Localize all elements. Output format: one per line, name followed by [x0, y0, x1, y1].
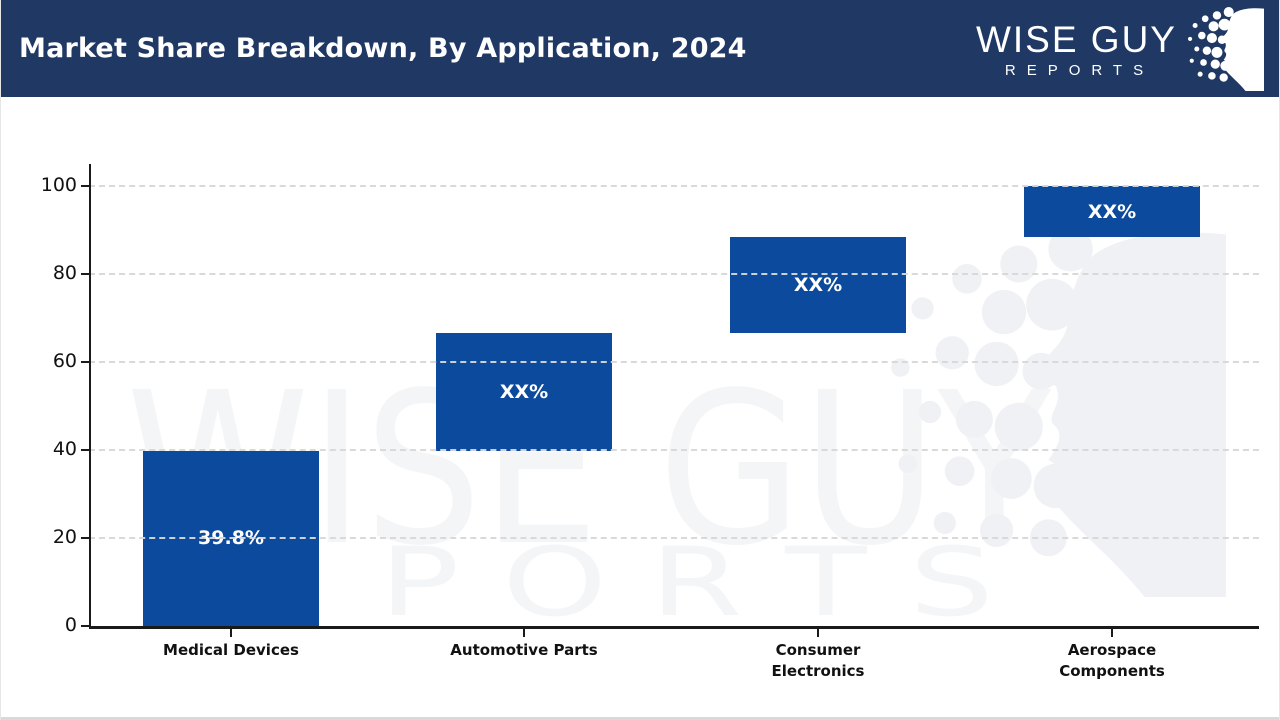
y-gridline — [89, 185, 1259, 187]
y-tick-label: 100 — [40, 174, 77, 196]
y-gridline — [89, 361, 1259, 363]
x-tick-mark — [523, 629, 525, 637]
y-gridline — [89, 449, 1259, 451]
bar-aerospace-components: XX% — [1024, 186, 1200, 238]
brand-logo: WISE GUY REPORTS — [976, 6, 1265, 92]
x-tick-mark — [817, 629, 819, 637]
x-category-label-line: Aerospace — [1067, 641, 1157, 659]
x-category-label: Aerospace Components — [1002, 640, 1222, 682]
y-tick-label: 80 — [52, 262, 77, 284]
bar-automotive-parts: XX% — [436, 333, 612, 451]
y-tick-label: 60 — [52, 350, 77, 372]
bar-value-label: XX% — [499, 381, 549, 404]
x-category-label-line: Medical Devices — [163, 641, 299, 659]
x-tick-mark — [230, 629, 232, 637]
brand-subname: REPORTS — [1004, 61, 1155, 79]
x-category-label: Consumer Electronics — [708, 640, 928, 682]
x-category-label: Automotive Parts — [414, 640, 634, 661]
y-gridline — [89, 537, 1259, 539]
page-title: Market Share Breakdown, By Application, … — [19, 33, 747, 64]
bottom-rule — [1, 717, 1279, 720]
bar-consumer-electronics: XX% — [730, 237, 906, 334]
bar-value-label: XX% — [1087, 200, 1137, 223]
y-tick-label: 0 — [64, 614, 77, 636]
brand-name: WISE GUY — [975, 18, 1177, 60]
y-tick-mark — [81, 537, 89, 539]
x-category-label-line: Components — [1059, 662, 1165, 680]
y-tick-mark — [81, 185, 89, 187]
y-gridline — [89, 273, 1259, 275]
brand-logo-text: WISE GUY REPORTS — [975, 18, 1177, 79]
x-axis-spine — [89, 626, 1259, 629]
y-tick-mark — [81, 449, 89, 451]
y-tick-mark — [81, 361, 89, 363]
y-axis-spine — [89, 164, 91, 629]
y-tick-mark — [81, 273, 89, 275]
bar-value-label: XX% — [793, 274, 843, 297]
x-category-label-line: Electronics — [771, 662, 865, 680]
x-category-label-line: Consumer — [775, 641, 861, 659]
y-tick-label: 40 — [52, 438, 77, 460]
brand-face-icon — [1187, 7, 1264, 91]
header-bar: Market Share Breakdown, By Application, … — [1, 0, 1279, 97]
y-tick-label: 20 — [52, 526, 77, 548]
x-tick-mark — [1111, 629, 1113, 637]
y-tick-mark — [81, 625, 89, 627]
x-category-label: Medical Devices — [121, 640, 341, 661]
x-category-label-line: Automotive Parts — [450, 641, 598, 659]
